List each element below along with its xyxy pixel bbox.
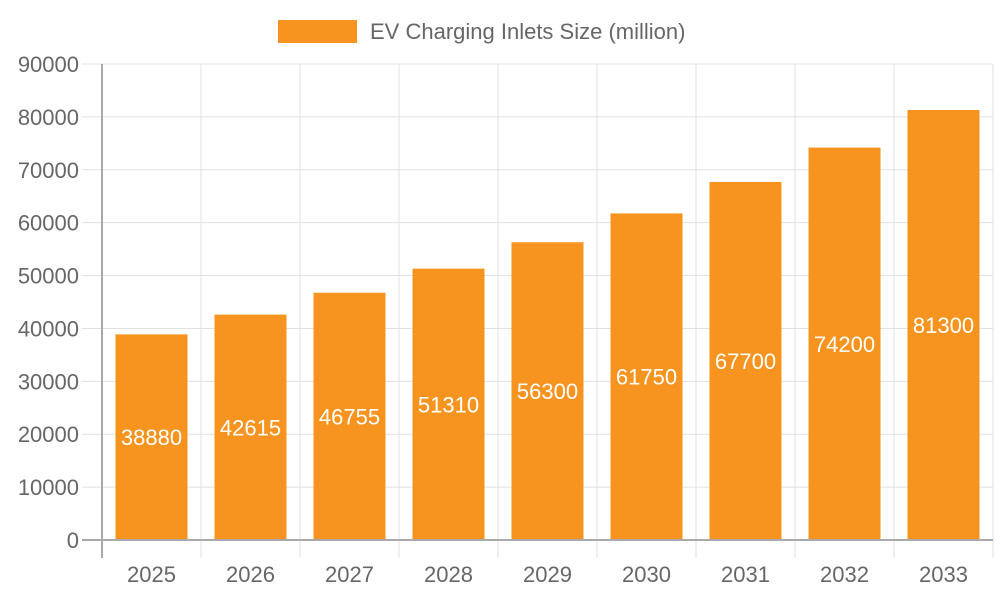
data-label-2030: 61750: [616, 365, 677, 390]
y-tick-label: 40000: [18, 316, 79, 341]
legend[interactable]: EV Charging Inlets Size (million): [278, 19, 685, 44]
bar-2027: [313, 292, 386, 540]
x-tick-label: 2027: [325, 562, 374, 587]
y-tick-label: 20000: [18, 422, 79, 447]
data-label-2031: 67700: [715, 349, 776, 374]
y-tick-label: 70000: [18, 158, 79, 183]
data-label-2027: 46755: [319, 404, 380, 429]
data-label-2028: 51310: [418, 392, 479, 417]
data-label-2025: 38880: [121, 425, 182, 450]
bars: 38880 42615 46755 51310 56300 61750 67700 74200…: [115, 110, 980, 541]
axes: 0 10000 20000 30000 40000 50000 60000 70000 8000…: [18, 52, 993, 587]
data-label-2033: 81300: [913, 313, 974, 338]
data-label-2029: 56300: [517, 379, 578, 404]
x-tick-label: 2030: [622, 562, 671, 587]
x-tick-label: 2029: [523, 562, 572, 587]
bar-2028: [412, 268, 485, 540]
y-tick-label: 90000: [18, 52, 79, 77]
x-tick-label: 2026: [226, 562, 275, 587]
bar-2032: [808, 147, 881, 540]
y-tick-label: 0: [67, 528, 79, 553]
x-tick-label: 2033: [919, 562, 968, 587]
bar-2029: [511, 242, 584, 541]
y-tick-label: 10000: [18, 475, 79, 500]
bar-2026: [214, 314, 287, 540]
y-tick-label: 60000: [18, 211, 79, 236]
y-tick-label: 80000: [18, 105, 79, 130]
legend-label: EV Charging Inlets Size (million): [370, 19, 685, 44]
x-tick-label: 2028: [424, 562, 473, 587]
bar-2030: [610, 213, 683, 540]
bar-2025: [115, 334, 188, 540]
y-tick-label: 30000: [18, 369, 79, 394]
x-tick-label: 2025: [127, 562, 176, 587]
x-tick-label: 2032: [820, 562, 869, 587]
x-tick-label: 2031: [721, 562, 770, 587]
bar-2031: [709, 181, 782, 541]
data-label-2026: 42615: [220, 415, 281, 440]
y-tick-label: 50000: [18, 264, 79, 289]
data-label-2032: 74200: [814, 332, 875, 357]
bar-2033: [907, 110, 980, 540]
legend-swatch: [278, 20, 357, 43]
